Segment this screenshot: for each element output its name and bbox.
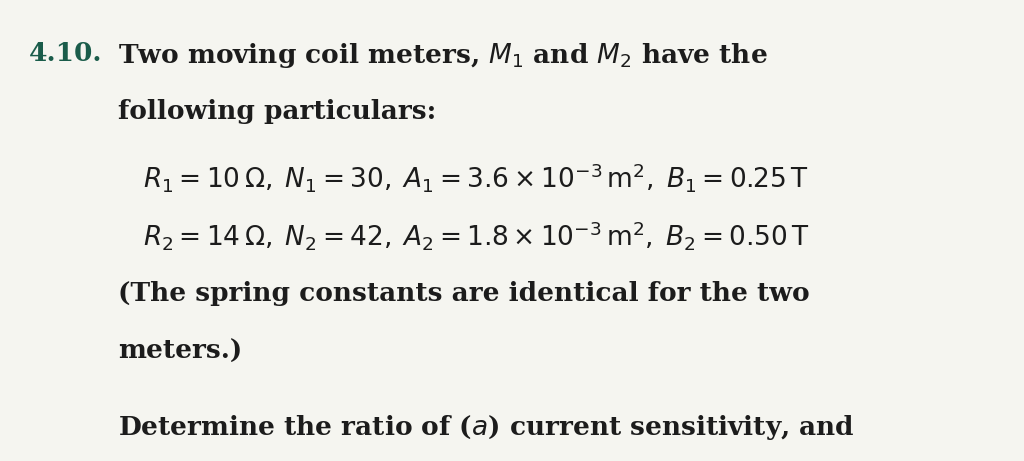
Text: Determine the ratio of ($a$) current sensitivity, and: Determine the ratio of ($a$) current sen…	[118, 413, 855, 442]
Text: Two moving coil meters, $M_1$ and $M_2$ have the: Two moving coil meters, $M_1$ and $M_2$ …	[118, 41, 767, 71]
Text: $R_1 = 10\,\Omega,\;N_1 = 30,\;A_1 = 3.6 \times 10^{-3}\,\mathrm{m}^2,\;B_1 = 0.: $R_1 = 10\,\Omega,\;N_1 = 30,\;A_1 = 3.6…	[143, 161, 809, 195]
Text: (The spring constants are identical for the two: (The spring constants are identical for …	[118, 281, 809, 306]
Text: following particulars:: following particulars:	[118, 99, 436, 124]
Text: $R_2 = 14\,\Omega,\;N_2 = 42,\;A_2 = 1.8 \times 10^{-3}\,\mathrm{m}^2,\;B_2 = 0.: $R_2 = 14\,\Omega,\;N_2 = 42,\;A_2 = 1.8…	[143, 219, 810, 252]
Text: 4.10.: 4.10.	[29, 41, 102, 66]
Text: meters.): meters.)	[118, 339, 242, 364]
